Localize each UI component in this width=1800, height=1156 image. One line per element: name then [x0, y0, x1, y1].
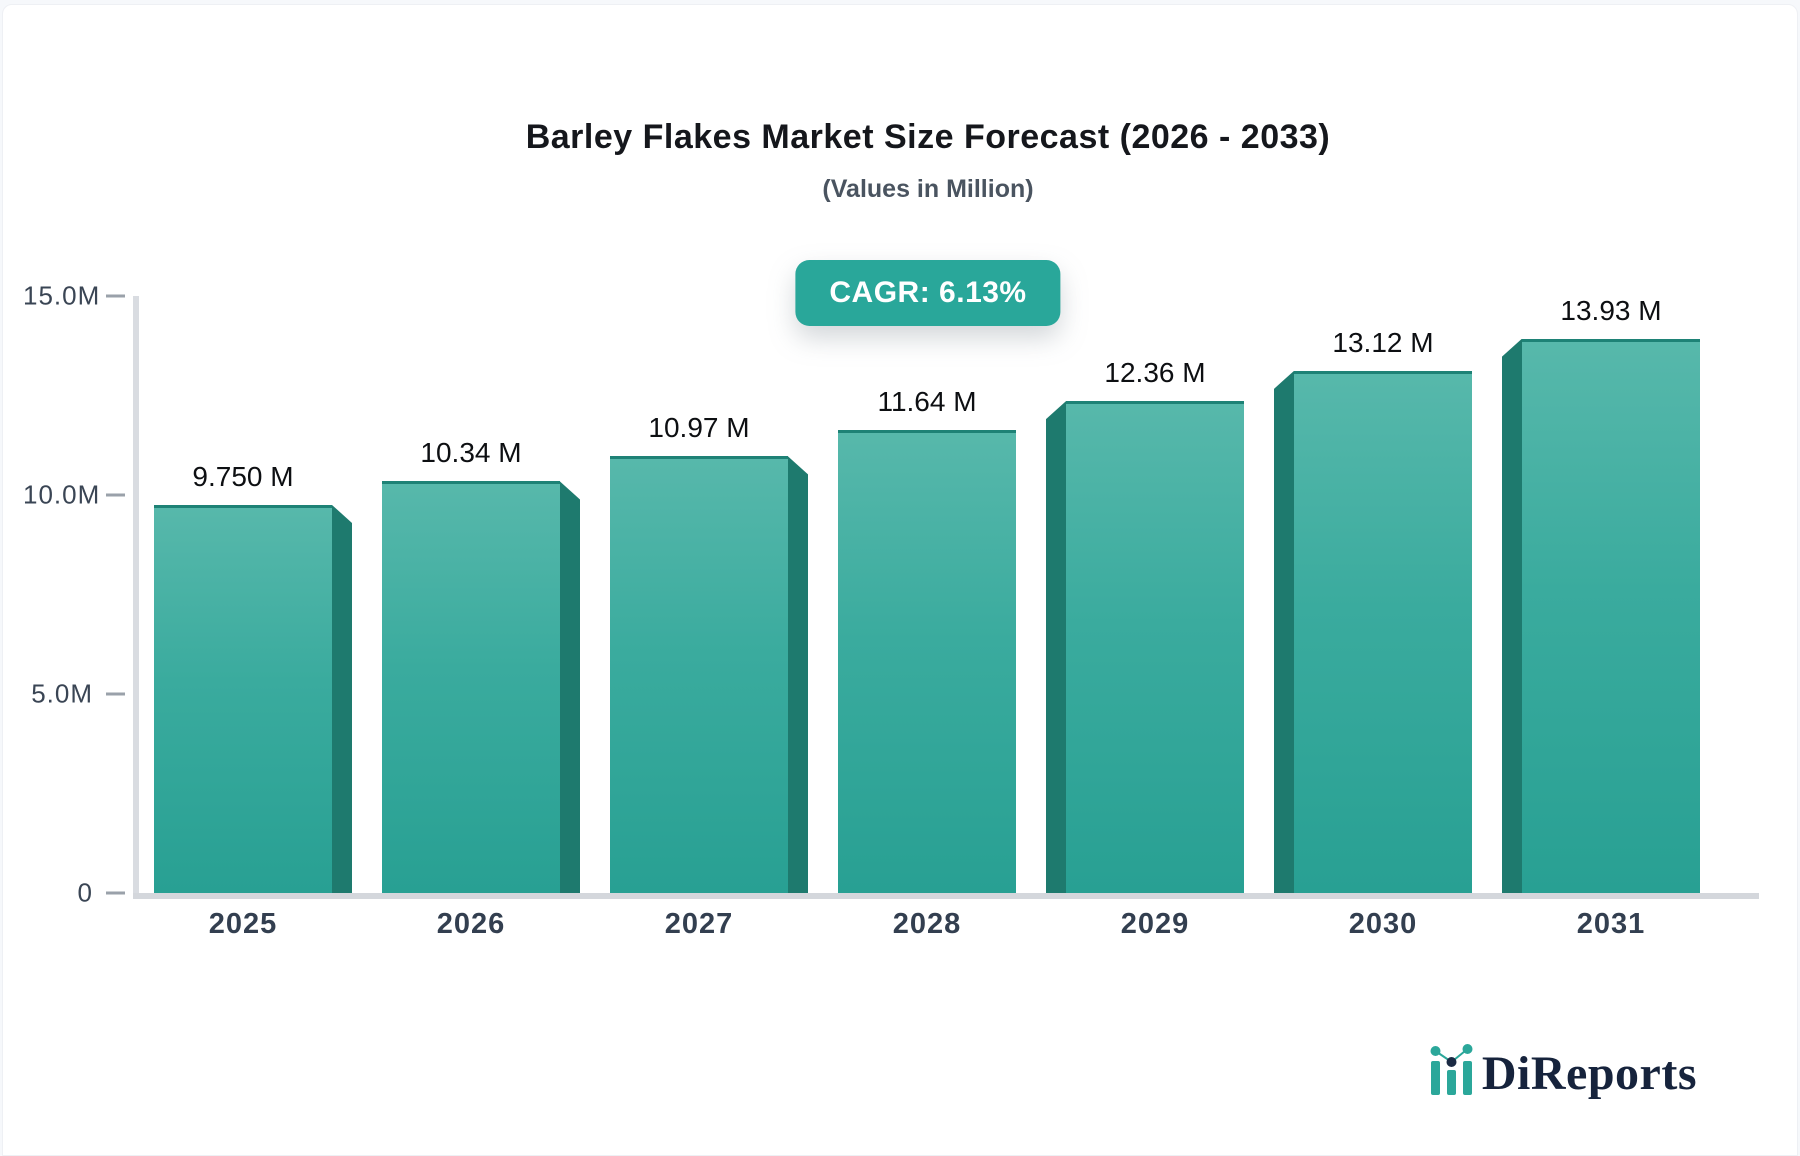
bar-value-label: 10.34 M [420, 437, 522, 469]
logo-text: DiReports [1481, 1047, 1697, 1100]
x-category-label: 2027 [664, 908, 734, 940]
y-tick-mark [106, 493, 125, 497]
bar-value-label: 13.93 M [1560, 294, 1662, 326]
bar-2028 [838, 429, 1016, 893]
y-tick-label: 5.0M [31, 678, 93, 709]
direports-logo: DiReports [1430, 1040, 1697, 1098]
bar-2025 [154, 504, 332, 893]
y-tick-mark [106, 891, 125, 895]
bar-value-label: 9.750 M [192, 460, 294, 492]
y-tick-label: 10.0M [23, 479, 101, 510]
bar-value-label: 10.97 M [648, 412, 750, 444]
y-tick-mark [106, 692, 125, 696]
x-category-label: 2030 [1348, 908, 1418, 940]
y-axis-line [133, 296, 139, 899]
bar-2030 [1294, 370, 1472, 893]
bar-value-label: 11.64 M [877, 385, 977, 417]
x-category-label: 2028 [892, 908, 962, 940]
x-category-label: 2029 [1120, 908, 1190, 940]
chart-card: Barley Flakes Market Size Forecast (2026… [2, 4, 1798, 1156]
bar-value-label: 13.12 M [1332, 326, 1434, 358]
bar-3d-side [1046, 401, 1066, 893]
chart-title: Barley Flakes Market Size Forecast (2026… [525, 118, 1331, 156]
mini-bar-line-chart-icon [1430, 1044, 1473, 1095]
bar-2027 [610, 456, 788, 893]
bar-3d-side [788, 456, 808, 893]
bar-2029 [1066, 401, 1244, 893]
chart-subtitle: (Values in Million) [822, 175, 1034, 203]
bar-2026 [382, 481, 560, 893]
x-category-label: 2026 [436, 908, 506, 940]
y-tick-label: 0 [77, 877, 93, 908]
bar-value-label: 12.36 M [1104, 357, 1206, 389]
bar-2031 [1522, 338, 1700, 893]
x-category-label: 2031 [1576, 908, 1646, 940]
cagr-badge: CAGR: 6.13% [795, 260, 1061, 326]
bar-3d-side [1274, 370, 1294, 893]
y-tick-mark [106, 294, 125, 298]
x-category-label: 2025 [208, 908, 278, 940]
bar-3d-side [1502, 338, 1522, 893]
x-axis-line [133, 893, 1759, 899]
bar-3d-side [560, 481, 580, 893]
bar-3d-side [332, 504, 352, 893]
y-tick-label: 15.0M [23, 280, 101, 311]
